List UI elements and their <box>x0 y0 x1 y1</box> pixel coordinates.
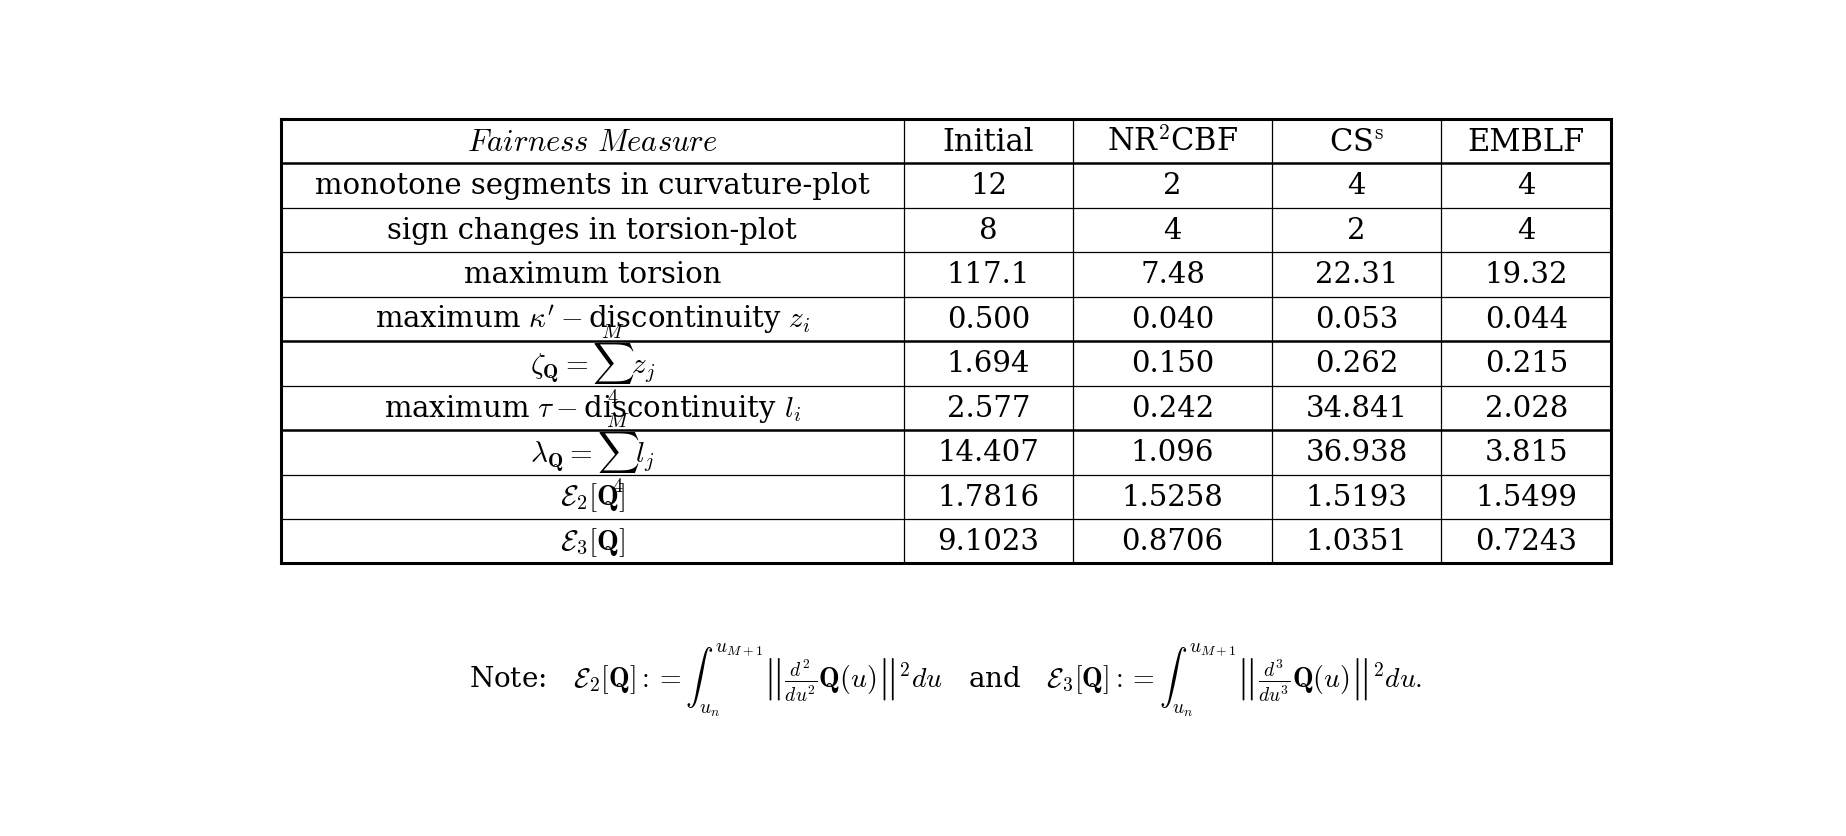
Text: $\mathcal{E}_3[\mathbf{Q}]$: $\mathcal{E}_3[\mathbf{Q}]$ <box>559 525 626 558</box>
Text: 8: 8 <box>978 217 999 245</box>
Text: 1.5258: 1.5258 <box>1122 483 1224 511</box>
Text: $\zeta_{\mathbf{Q}} = \sum_4^M z_j$: $\zeta_{\mathbf{Q}} = \sum_4^M z_j$ <box>530 322 655 405</box>
Text: 0.262: 0.262 <box>1314 350 1397 378</box>
Text: 19.32: 19.32 <box>1484 261 1567 289</box>
Text: 117.1: 117.1 <box>947 261 1030 289</box>
Text: 14.407: 14.407 <box>938 439 1039 466</box>
Text: maximum $\tau-$discontinuity $l_i$: maximum $\tau-$discontinuity $l_i$ <box>384 392 801 425</box>
Text: 9.1023: 9.1023 <box>938 528 1039 556</box>
Text: 0.150: 0.150 <box>1132 350 1215 378</box>
Text: NR$^{2}$CBF: NR$^{2}$CBF <box>1108 126 1239 157</box>
Text: 2: 2 <box>1348 217 1366 245</box>
Text: 3.815: 3.815 <box>1484 439 1567 466</box>
Text: 1.694: 1.694 <box>947 350 1030 378</box>
Text: 0.8706: 0.8706 <box>1122 528 1224 556</box>
Text: maximum $\kappa^{\prime}-$discontinuity $z_i$: maximum $\kappa^{\prime}-$discontinuity … <box>375 303 810 336</box>
Text: 0.215: 0.215 <box>1484 350 1567 378</box>
Text: 34.841: 34.841 <box>1305 395 1407 422</box>
Text: 0.242: 0.242 <box>1132 395 1215 422</box>
Text: 0.053: 0.053 <box>1314 305 1397 334</box>
Text: 0.044: 0.044 <box>1484 305 1567 334</box>
Text: 4: 4 <box>1517 172 1536 201</box>
Text: 1.7816: 1.7816 <box>938 483 1039 511</box>
Text: 22.31: 22.31 <box>1314 261 1397 289</box>
Text: $\mathit{Fairness\ Measure}$: $\mathit{Fairness\ Measure}$ <box>467 126 718 157</box>
Text: 4: 4 <box>1348 172 1366 201</box>
Text: maximum torsion: maximum torsion <box>463 261 722 289</box>
Text: $\lambda_{\mathbf{Q}} = \sum_4^M l_j$: $\lambda_{\mathbf{Q}} = \sum_4^M l_j$ <box>530 410 655 495</box>
Text: 36.938: 36.938 <box>1305 439 1408 466</box>
Text: 1.0351: 1.0351 <box>1305 528 1407 556</box>
Text: 1.5499: 1.5499 <box>1475 483 1576 511</box>
Text: monotone segments in curvature-plot: monotone segments in curvature-plot <box>316 172 869 201</box>
Text: 1.096: 1.096 <box>1132 439 1215 466</box>
Text: EMBLF: EMBLF <box>1468 126 1586 157</box>
Text: Initial: Initial <box>943 126 1034 157</box>
Text: 1.5193: 1.5193 <box>1305 483 1407 511</box>
Text: 2: 2 <box>1163 172 1181 201</box>
Text: 0.500: 0.500 <box>947 305 1030 334</box>
Text: 12: 12 <box>969 172 1008 201</box>
Text: 0.7243: 0.7243 <box>1475 528 1576 556</box>
Text: 7.48: 7.48 <box>1141 261 1205 289</box>
Text: CS$^{\mathrm{s}}$: CS$^{\mathrm{s}}$ <box>1329 126 1384 157</box>
Text: 4: 4 <box>1163 217 1181 245</box>
Text: sign changes in torsion-plot: sign changes in torsion-plot <box>388 217 797 245</box>
Text: 2.577: 2.577 <box>947 395 1030 422</box>
Text: $\mathcal{E}_2[\mathbf{Q}]$: $\mathcal{E}_2[\mathbf{Q}]$ <box>559 481 626 513</box>
Text: 4: 4 <box>1517 217 1536 245</box>
Text: 0.040: 0.040 <box>1132 305 1215 334</box>
Text: Note:   $\mathcal{E}_2[\mathbf{Q}] := \int_{u_n}^{u_{M+1}} \left\|\frac{d^2}{du^: Note: $\mathcal{E}_2[\mathbf{Q}] := \int… <box>469 640 1423 719</box>
Text: 2.028: 2.028 <box>1484 395 1567 422</box>
